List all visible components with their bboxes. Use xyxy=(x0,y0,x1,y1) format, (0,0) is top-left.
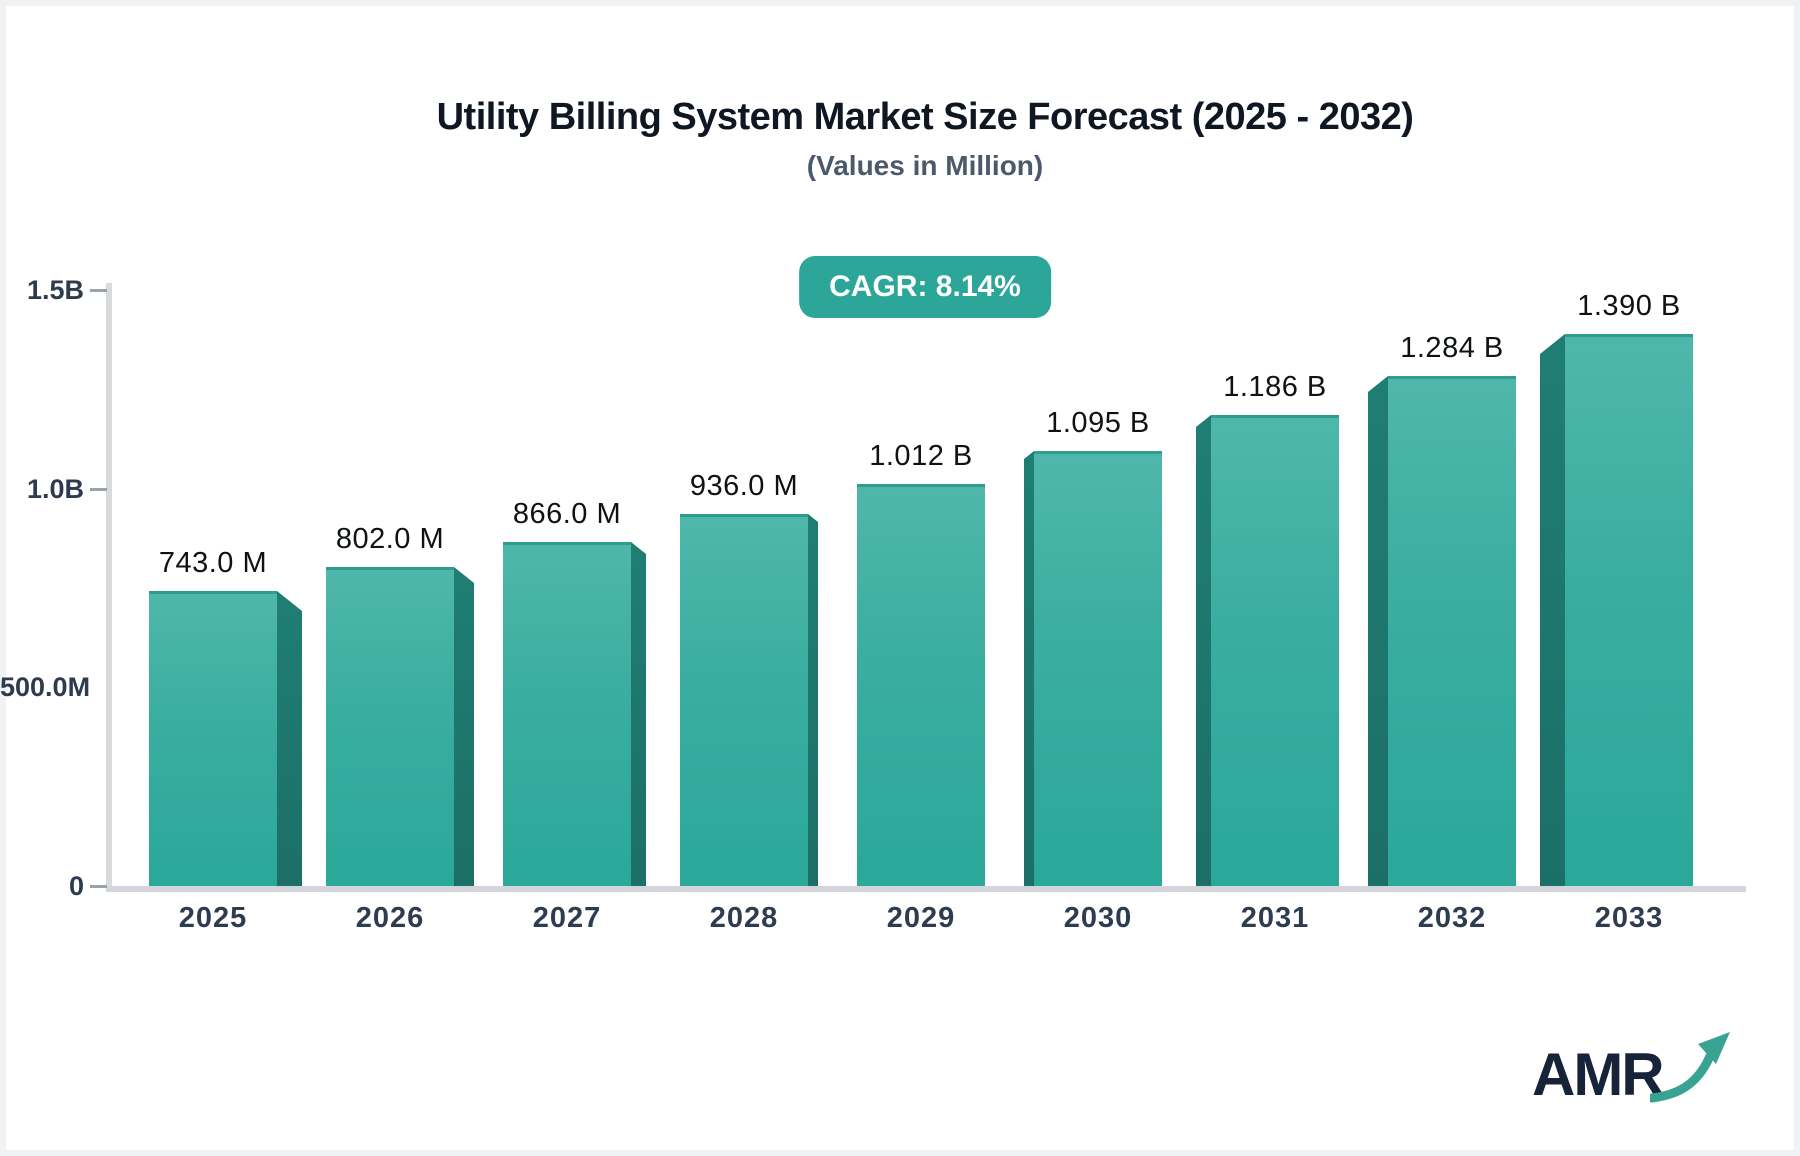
y-axis-line xyxy=(106,283,112,892)
x-axis-label: 2029 xyxy=(886,902,956,934)
y-axis-tick-dash xyxy=(90,885,107,888)
chart-subtitle: (Values in Million) xyxy=(806,150,1044,181)
x-axis-label: 2028 xyxy=(709,902,779,934)
cagr-badge: CAGR: 8.14% xyxy=(799,256,1051,318)
bar-side-face xyxy=(631,542,646,886)
brand-logo: AMR xyxy=(1532,1026,1742,1118)
bar-value-label: 1.012 B xyxy=(869,440,973,472)
bar xyxy=(680,514,808,886)
chart-title: Utility Billing System Market Size Forec… xyxy=(436,96,1414,138)
bar-side-face xyxy=(454,567,474,886)
bar xyxy=(1388,376,1516,886)
bar-value-label: 1.284 B xyxy=(1400,332,1504,364)
growth-arrow-icon xyxy=(1650,1032,1730,1103)
y-axis-tick-label: 1.5B xyxy=(26,275,84,305)
y-axis-tick-label: 500.0M xyxy=(0,672,91,703)
x-axis-label: 2032 xyxy=(1417,902,1487,934)
y-axis-tick-label: 0 xyxy=(68,871,84,901)
bar xyxy=(326,567,454,886)
bar-value-label: 1.390 B xyxy=(1577,290,1681,322)
bar-value-label: 1.186 B xyxy=(1223,371,1327,403)
x-axis-label: 2031 xyxy=(1240,902,1310,934)
bar-side-face xyxy=(1540,334,1565,886)
y-axis-tick-dash xyxy=(90,289,107,292)
bar xyxy=(857,484,985,886)
bar xyxy=(1211,415,1339,886)
x-axis-label: 2026 xyxy=(355,902,425,934)
x-axis-label: 2027 xyxy=(532,902,602,934)
y-axis-tick-dash xyxy=(90,487,107,491)
bar-value-label: 936.0 M xyxy=(689,470,799,502)
bar-side-face xyxy=(1368,376,1388,886)
x-axis-label: 2025 xyxy=(178,902,248,934)
bar-side-face xyxy=(1024,451,1034,886)
bar xyxy=(503,542,631,886)
x-axis-label: 2033 xyxy=(1594,902,1664,934)
y-axis-tick-label: 1.0B xyxy=(26,473,84,504)
bar-side-face xyxy=(277,591,302,886)
bar-value-label: 743.0 M xyxy=(158,547,268,579)
bar-value-label: 802.0 M xyxy=(335,523,445,555)
bar-side-face xyxy=(1196,415,1211,886)
bar-value-label: 1.095 B xyxy=(1046,407,1150,439)
x-axis-label: 2030 xyxy=(1063,902,1133,934)
x-axis-baseline xyxy=(106,886,1746,892)
bar-side-face xyxy=(808,514,818,886)
brand-logo-text: AMR xyxy=(1532,1041,1665,1108)
bar-value-label: 866.0 M xyxy=(512,498,622,530)
bar xyxy=(1565,334,1693,886)
bar xyxy=(1034,451,1162,886)
bar xyxy=(149,591,277,886)
